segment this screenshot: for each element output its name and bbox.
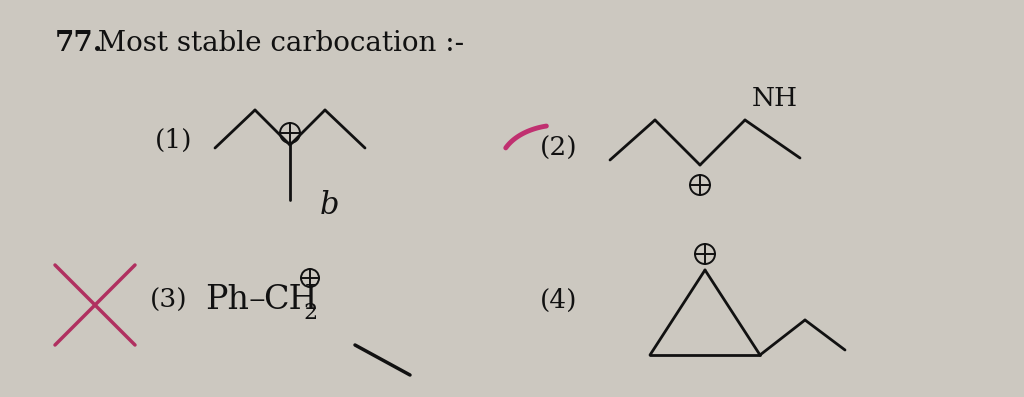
- Text: CH: CH: [263, 284, 317, 316]
- Text: (3): (3): [150, 287, 187, 312]
- Text: NH: NH: [752, 85, 798, 110]
- Text: b: b: [319, 189, 340, 220]
- Text: 2: 2: [303, 302, 317, 324]
- Text: (4): (4): [540, 287, 578, 312]
- Text: –: –: [248, 284, 265, 316]
- Text: (2): (2): [540, 135, 578, 160]
- Text: 77.: 77.: [55, 30, 103, 57]
- Text: (1): (1): [155, 127, 193, 152]
- Text: Ph: Ph: [205, 284, 249, 316]
- Text: Most stable carbocation :-: Most stable carbocation :-: [80, 30, 464, 57]
